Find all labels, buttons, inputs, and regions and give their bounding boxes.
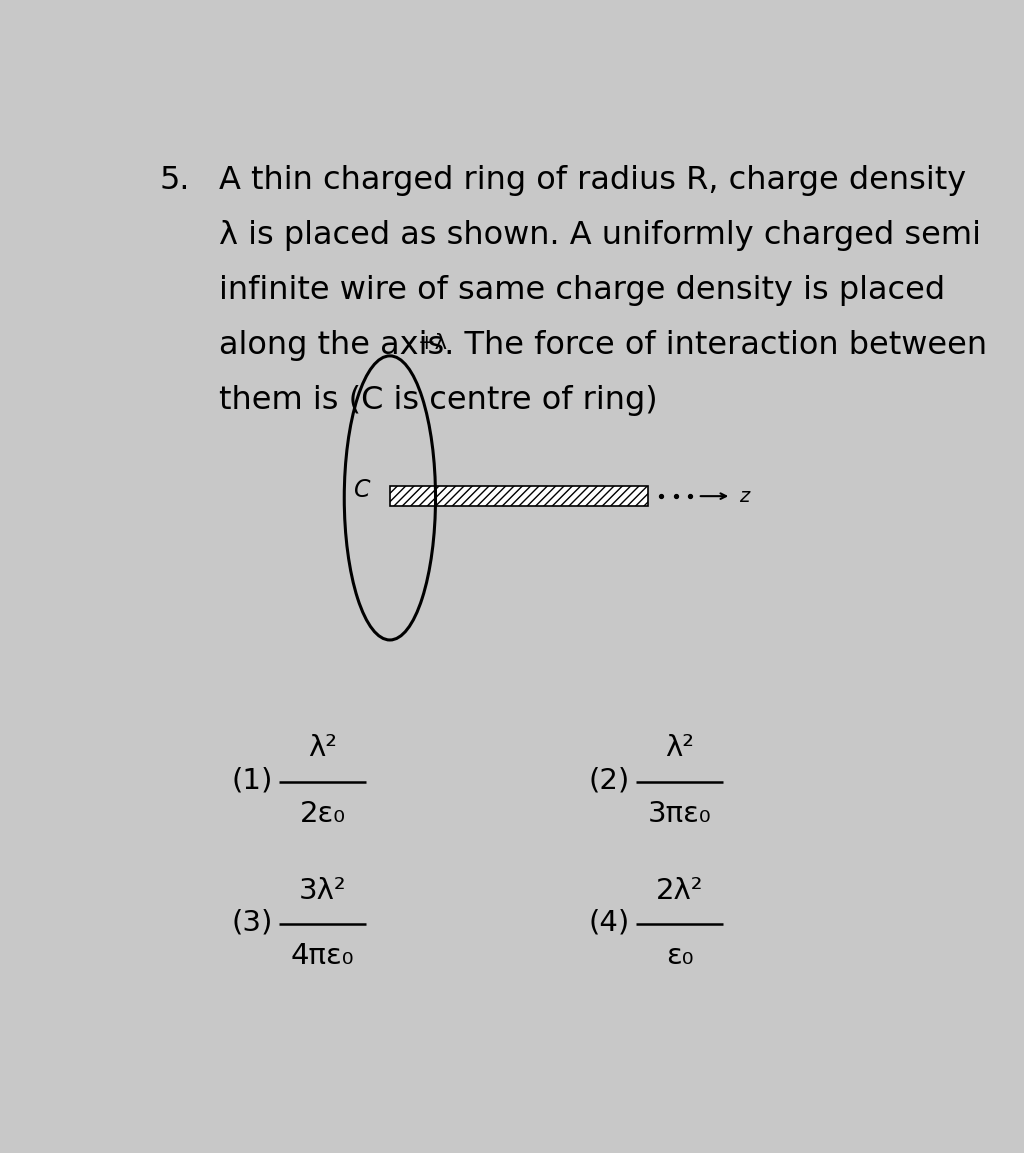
Text: 2λ²: 2λ²: [655, 876, 703, 905]
Text: (2): (2): [588, 767, 630, 794]
Text: λ²: λ²: [665, 734, 694, 762]
Text: +λ: +λ: [418, 333, 447, 353]
Text: z: z: [739, 487, 750, 506]
Text: 3πε₀: 3πε₀: [648, 800, 712, 828]
Text: along the axis. The force of interaction between: along the axis. The force of interaction…: [219, 330, 987, 361]
Bar: [390, 487, 648, 506]
Text: 4πε₀: 4πε₀: [291, 942, 354, 970]
Text: 3λ²: 3λ²: [299, 876, 346, 905]
Text: ε₀: ε₀: [666, 942, 693, 970]
Text: C: C: [354, 478, 371, 502]
Text: 2ε₀: 2ε₀: [299, 800, 345, 828]
Text: λ is placed as shown. A uniformly charged semi: λ is placed as shown. A uniformly charge…: [219, 220, 981, 251]
Text: infinite wire of same charge density is placed: infinite wire of same charge density is …: [219, 276, 945, 306]
Text: λ²: λ²: [308, 734, 337, 762]
Text: 5.: 5.: [160, 165, 190, 196]
Text: them is (C is centre of ring): them is (C is centre of ring): [219, 385, 657, 416]
Text: (4): (4): [588, 909, 630, 936]
Text: (3): (3): [231, 909, 272, 936]
Text: A thin charged ring of radius R, charge density: A thin charged ring of radius R, charge …: [219, 165, 967, 196]
Text: (1): (1): [231, 767, 272, 794]
